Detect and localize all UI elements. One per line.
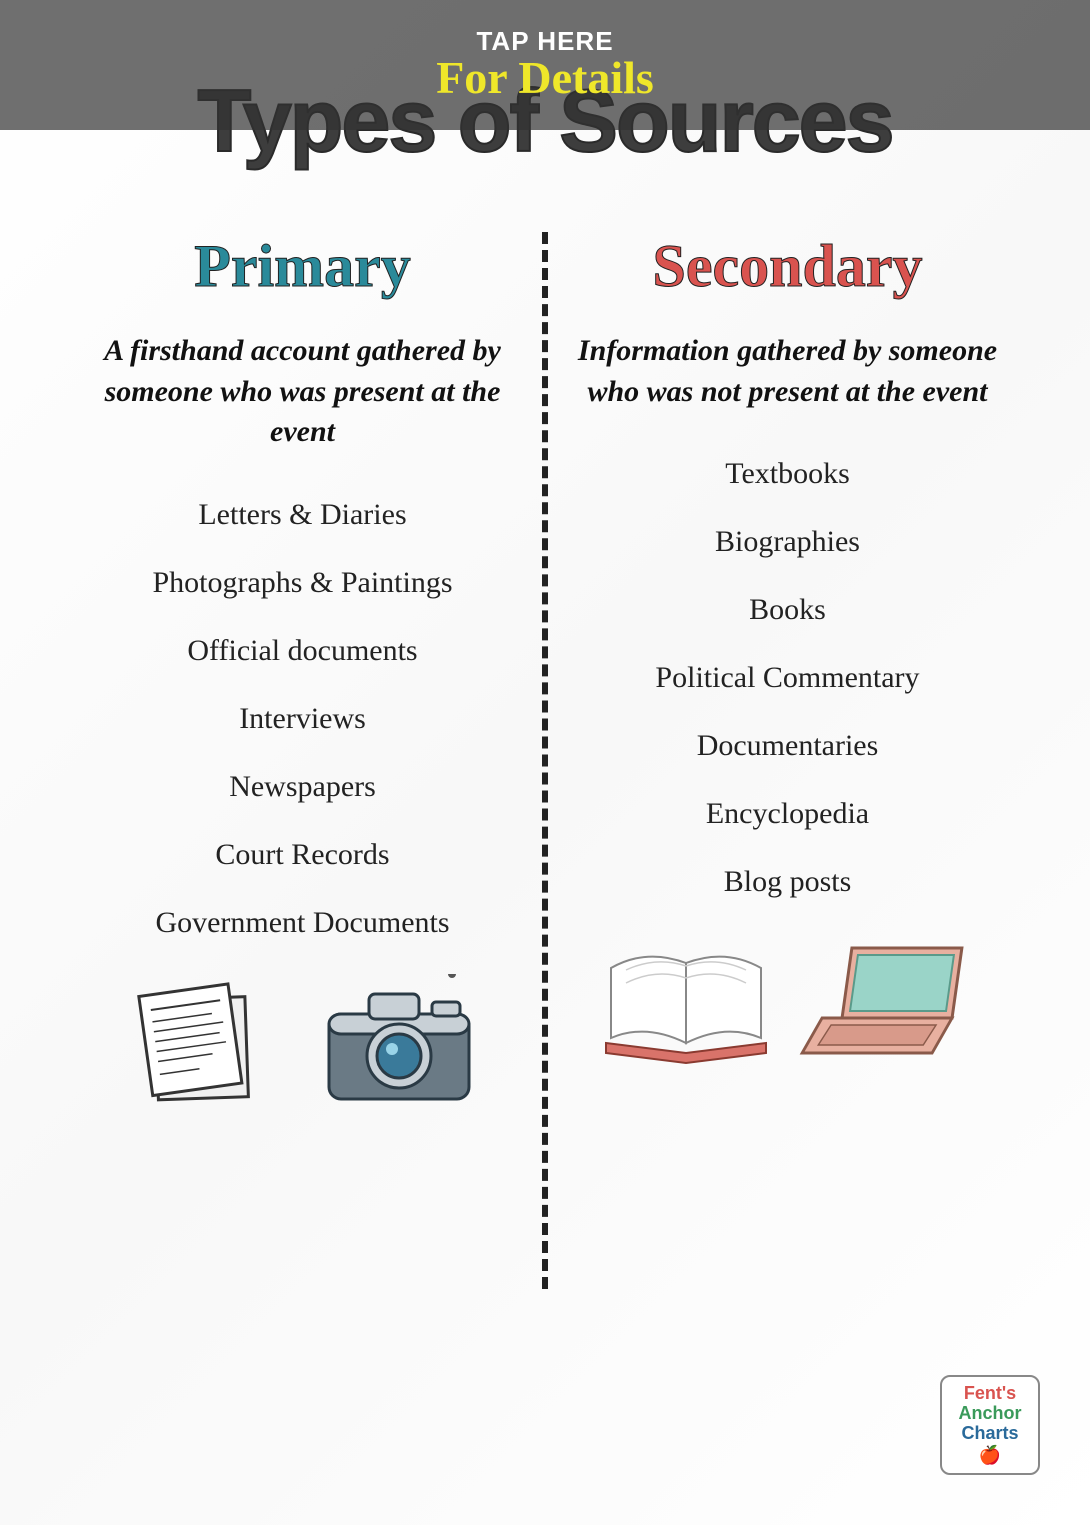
brand-line3: Charts bbox=[961, 1424, 1018, 1444]
list-item: Biographies bbox=[565, 525, 1010, 559]
brand-badge: Fent's Anchor Charts 🍎 bbox=[940, 1375, 1040, 1475]
laptop-icon bbox=[799, 933, 979, 1078]
list-item: Government Documents bbox=[80, 906, 525, 940]
list-item: Blog posts bbox=[565, 865, 1010, 899]
list-item: Political Commentary bbox=[565, 661, 1010, 695]
list-item: Documentaries bbox=[565, 729, 1010, 763]
list-item: Books bbox=[565, 593, 1010, 627]
secondary-heading: Secondary bbox=[565, 232, 1010, 301]
list-item: Photographs & Paintings bbox=[80, 566, 525, 600]
secondary-description: Information gathered by someone who was … bbox=[565, 331, 1010, 412]
list-item: Official documents bbox=[80, 634, 525, 668]
list-item: Interviews bbox=[80, 702, 525, 736]
list-item: Letters & Diaries bbox=[80, 498, 525, 532]
letter-icon bbox=[121, 974, 271, 1119]
tap-banner[interactable]: TAP HERE For Details bbox=[0, 0, 1090, 130]
poster-root: Types of Sources Primary A firsthand acc… bbox=[0, 0, 1090, 1525]
primary-column: Primary A firsthand account gathered by … bbox=[60, 232, 545, 1119]
camera-icon bbox=[314, 974, 484, 1119]
list-item: Textbooks bbox=[565, 457, 1010, 491]
primary-icons bbox=[80, 974, 525, 1119]
secondary-icons bbox=[565, 933, 1010, 1078]
list-item: Encyclopedia bbox=[565, 797, 1010, 831]
secondary-column: Secondary Information gathered by someon… bbox=[545, 232, 1030, 1119]
primary-heading: Primary bbox=[80, 232, 525, 301]
brand-line1: Fent's bbox=[964, 1384, 1016, 1404]
brand-line2: Anchor bbox=[959, 1404, 1022, 1424]
center-divider bbox=[542, 232, 548, 1289]
columns-container: Primary A firsthand account gathered by … bbox=[40, 232, 1050, 1119]
list-item: Newspapers bbox=[80, 770, 525, 804]
primary-description: A firsthand account gathered by someone … bbox=[80, 331, 525, 453]
for-details-label: For Details bbox=[436, 51, 654, 104]
apple-icon: 🍎 bbox=[979, 1446, 1001, 1466]
book-icon bbox=[596, 938, 776, 1073]
list-item: Court Records bbox=[80, 838, 525, 872]
